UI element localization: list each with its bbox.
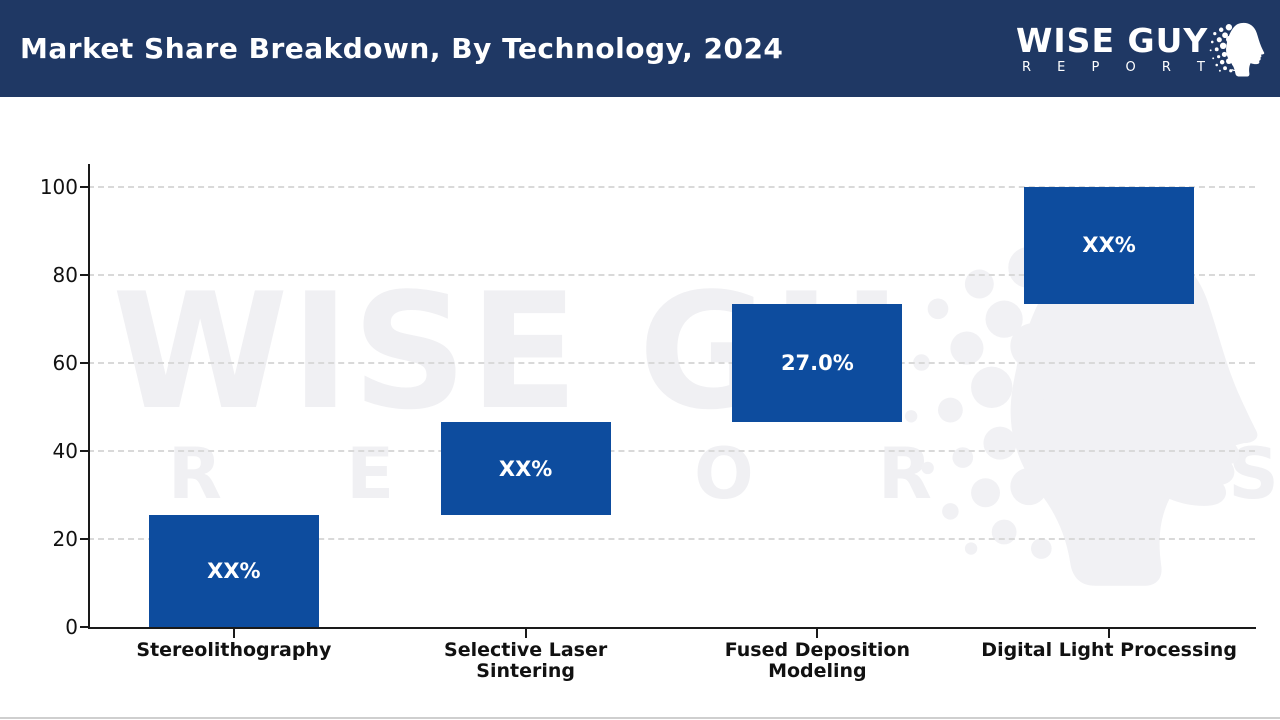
chart-title: Market Share Breakdown, By Technology, 2… <box>20 32 784 65</box>
gridline-20 <box>88 538 1255 540</box>
x-tick-3 <box>1108 629 1111 638</box>
bar-value-label: 27.0% <box>780 350 854 375</box>
y-tick-label-40: 40 <box>52 439 78 463</box>
bar-value-label: XX% <box>207 558 261 583</box>
gridline-100 <box>88 186 1255 188</box>
gridline-40 <box>88 450 1255 452</box>
bar-value-label: XX% <box>498 456 553 481</box>
y-tick-label-20: 20 <box>52 527 78 551</box>
header-bar: Market Share Breakdown, By Technology, 2… <box>0 0 1280 97</box>
y-axis-line <box>88 164 90 629</box>
gridline-80 <box>88 274 1255 276</box>
y-tick-20 <box>80 538 88 540</box>
x-category-label: Digital Light Processing <box>981 639 1237 661</box>
logo-wordmark: WISE GUY <box>1016 21 1209 60</box>
y-tick-0 <box>80 626 88 628</box>
logo-subtitle: R E P O R T S <box>1022 60 1251 75</box>
x-axis-line <box>88 627 1256 629</box>
y-tick-label-0: 0 <box>65 615 78 639</box>
x-category-label: Stereolithography <box>136 639 332 661</box>
y-tick-label-60: 60 <box>52 351 78 375</box>
x-tick-0 <box>232 629 235 638</box>
x-tick-2 <box>816 629 819 638</box>
bottom-border <box>0 717 1280 719</box>
y-tick-60 <box>80 362 88 364</box>
bar-selective-laser-sintering: XX% <box>440 422 611 515</box>
bar-digital-light-processing: XX% <box>1024 187 1195 304</box>
x-category-label: Fused Deposition Modeling <box>724 639 911 682</box>
bar-value-label: XX% <box>1082 233 1136 258</box>
y-tick-100 <box>80 186 88 188</box>
x-category-label: Selective Laser Sintering <box>444 639 608 682</box>
wise-guy-logo: WISE GUY R E P O R T S <box>1016 6 1266 92</box>
bar-fused-deposition-modeling: 27.0% <box>732 303 903 423</box>
y-tick-40 <box>80 450 88 452</box>
y-tick-80 <box>80 274 88 276</box>
gridline-60 <box>88 362 1255 364</box>
x-tick-1 <box>524 629 527 638</box>
y-tick-label-100: 100 <box>39 175 78 199</box>
logo-head-icon <box>1209 22 1265 77</box>
bar-stereolithography: XX% <box>148 514 319 627</box>
y-tick-label-80: 80 <box>52 263 78 287</box>
logo-text: WISE GUY R E P O R T S <box>1016 21 1251 78</box>
